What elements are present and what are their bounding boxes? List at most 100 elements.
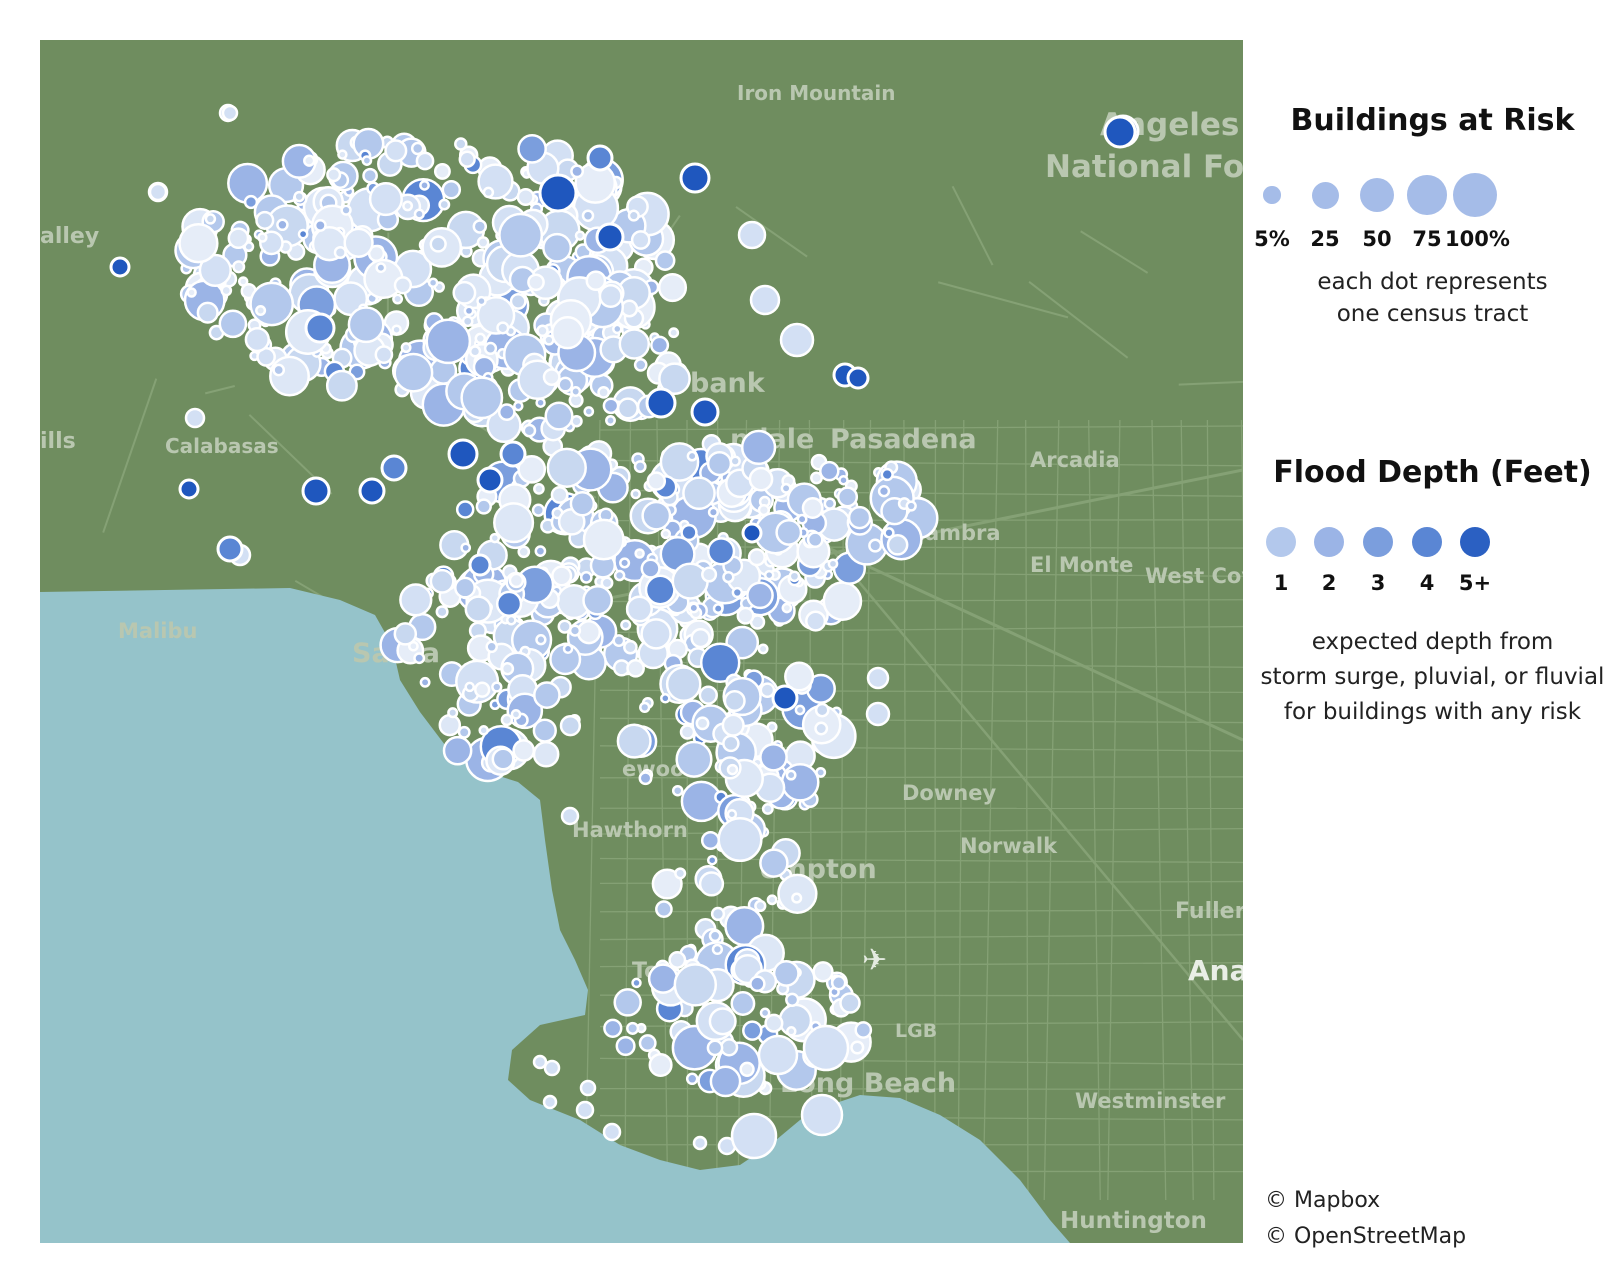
census-tract-dot[interactable] [485, 640, 498, 654]
census-tract-dot[interactable] [276, 218, 289, 232]
census-tract-dot[interactable] [293, 190, 305, 203]
census-tract-dot[interactable] [447, 438, 479, 470]
census-tract-dot[interactable] [692, 1135, 708, 1151]
census-tract-dot[interactable] [640, 558, 661, 579]
census-tract-dot[interactable] [257, 232, 268, 243]
census-tract-dot[interactable] [400, 342, 412, 354]
census-tract-dot[interactable] [746, 581, 774, 610]
census-tract-dot[interactable] [618, 328, 651, 360]
census-tract-dot[interactable] [582, 518, 625, 561]
census-tract-dot[interactable] [249, 281, 295, 327]
census-tract-dot[interactable] [454, 576, 476, 599]
census-tract-dot[interactable] [186, 287, 197, 298]
census-tract-dot[interactable] [491, 681, 503, 693]
census-tract-dot[interactable] [866, 666, 890, 690]
census-tract-dot[interactable] [759, 742, 788, 772]
census-tract-dot[interactable] [748, 466, 774, 492]
census-tract-dot[interactable] [532, 718, 557, 743]
census-tract-dot[interactable] [854, 1021, 873, 1039]
census-tract-dot[interactable] [764, 1013, 784, 1033]
census-tract-dot[interactable] [717, 816, 763, 863]
census-tract-dot[interactable] [877, 485, 891, 498]
census-tract-dot[interactable] [812, 961, 834, 983]
census-tract-dot[interactable] [497, 403, 516, 421]
census-tract-dot[interactable] [562, 643, 574, 655]
census-tract-dot[interactable] [775, 518, 803, 546]
census-tract-dot[interactable] [393, 622, 418, 646]
census-tract-dot[interactable] [581, 209, 595, 222]
census-tract-dot[interactable] [690, 627, 711, 649]
census-tract-dot[interactable] [508, 572, 525, 589]
census-tract-dot[interactable] [402, 200, 414, 212]
census-tract-dot[interactable] [496, 321, 510, 335]
census-tract-dot[interactable] [800, 1093, 844, 1137]
census-tract-dot[interactable] [498, 212, 544, 258]
census-tract-dot[interactable] [846, 366, 870, 390]
census-tract-dot[interactable] [413, 208, 425, 220]
census-tract-dot[interactable] [651, 868, 683, 900]
census-tract-dot[interactable] [478, 725, 489, 736]
census-tract-dot[interactable] [574, 230, 586, 241]
census-tract-dot[interactable] [340, 204, 352, 216]
census-tract-dot[interactable] [269, 355, 310, 397]
census-tract-dot[interactable] [544, 401, 574, 431]
census-tract-dot[interactable] [538, 173, 578, 213]
census-tract-dot[interactable] [532, 1054, 548, 1070]
census-tract-dot[interactable] [358, 477, 386, 505]
census-tract-dot[interactable] [184, 407, 206, 429]
census-tract-dot[interactable] [791, 892, 803, 904]
census-tract-dot[interactable] [427, 277, 439, 288]
census-tract-dot[interactable] [754, 899, 767, 913]
census-tract-dot[interactable] [550, 316, 585, 350]
census-tract-dot[interactable] [737, 220, 767, 250]
census-tract-dot[interactable] [779, 322, 815, 358]
census-tract-dot[interactable] [517, 454, 547, 484]
census-tract-dot[interactable] [633, 460, 647, 474]
census-tract-dot[interactable] [806, 531, 824, 549]
census-tract-dot[interactable] [706, 537, 736, 566]
census-tract-dot[interactable] [509, 292, 527, 310]
census-tract-dot[interactable] [679, 724, 696, 740]
census-tract-dot[interactable] [522, 423, 537, 438]
census-tract-dot[interactable] [706, 854, 718, 866]
census-tract-dot[interactable] [690, 397, 720, 427]
census-tract-dot[interactable] [785, 769, 797, 781]
census-tract-dot[interactable] [699, 642, 741, 684]
census-tract-dot[interactable] [458, 150, 476, 168]
census-tract-dot[interactable] [680, 780, 723, 823]
census-tract-dot[interactable] [313, 218, 327, 232]
census-tract-dot[interactable] [638, 1034, 657, 1053]
census-tract-dot[interactable] [805, 610, 827, 632]
census-tract-dot[interactable] [527, 273, 545, 292]
census-tract-dot[interactable] [658, 362, 691, 396]
census-tract-dot[interactable] [759, 848, 789, 878]
census-tract-dot[interactable] [551, 565, 573, 587]
census-tract-dot[interactable] [303, 154, 316, 167]
census-tract-dot[interactable] [433, 162, 451, 180]
census-tract-dot[interactable] [602, 397, 620, 415]
census-tract-dot[interactable] [623, 639, 638, 655]
census-tract-dot[interactable] [557, 376, 574, 393]
census-tract-dot[interactable] [646, 471, 667, 491]
census-tract-dot[interactable] [468, 553, 492, 577]
census-tract-dot[interactable] [419, 676, 431, 688]
census-tract-dot[interactable] [707, 506, 719, 518]
census-tract-dot[interactable] [244, 326, 270, 353]
census-tract-dot[interactable] [384, 139, 408, 163]
census-tract-dot[interactable] [822, 581, 863, 621]
census-tract-dot[interactable] [736, 606, 755, 625]
census-tract-dot[interactable] [698, 685, 718, 705]
census-tract-dot[interactable] [731, 586, 743, 599]
census-tract-dot[interactable] [452, 280, 477, 305]
census-tract-dot[interactable] [771, 684, 799, 712]
census-tract-dot[interactable] [640, 618, 672, 650]
census-tract-dot[interactable] [476, 295, 487, 307]
census-tract-dot[interactable] [337, 149, 348, 160]
census-tract-dot[interactable] [719, 1038, 739, 1057]
census-tract-dot[interactable] [475, 498, 492, 515]
census-tract-dot[interactable] [517, 545, 531, 559]
census-tract-dot[interactable] [413, 652, 426, 665]
census-tract-dot[interactable] [533, 681, 561, 709]
census-tract-dot[interactable] [788, 570, 801, 583]
